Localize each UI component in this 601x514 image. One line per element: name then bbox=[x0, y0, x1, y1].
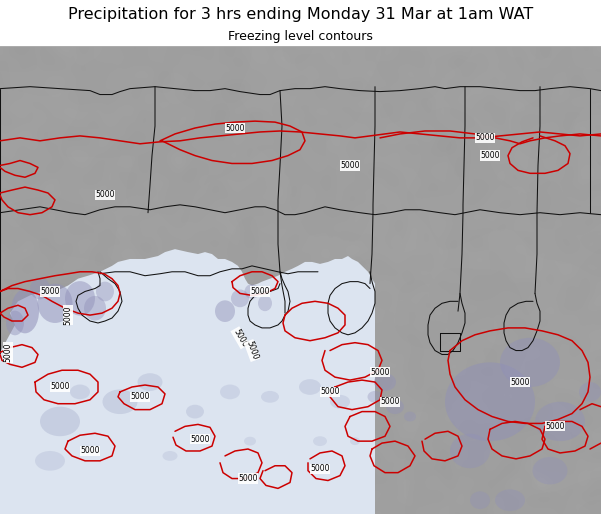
Text: 5000: 5000 bbox=[225, 123, 245, 133]
Ellipse shape bbox=[258, 296, 272, 311]
Text: 5000: 5000 bbox=[191, 435, 210, 444]
Ellipse shape bbox=[261, 391, 279, 403]
Ellipse shape bbox=[330, 395, 350, 409]
Text: 5000: 5000 bbox=[320, 388, 340, 396]
Ellipse shape bbox=[186, 405, 204, 418]
Text: 5000: 5000 bbox=[81, 447, 100, 455]
Ellipse shape bbox=[470, 491, 490, 509]
Ellipse shape bbox=[404, 412, 416, 421]
Text: 5000: 5000 bbox=[50, 382, 70, 392]
Polygon shape bbox=[0, 249, 375, 514]
Text: 5000: 5000 bbox=[238, 474, 258, 483]
Text: 5000: 5000 bbox=[370, 368, 390, 377]
Text: 5000: 5000 bbox=[40, 287, 59, 296]
Ellipse shape bbox=[350, 437, 360, 445]
Ellipse shape bbox=[245, 284, 260, 299]
Text: Freezing level contours: Freezing level contours bbox=[228, 30, 373, 43]
Text: 5000: 5000 bbox=[380, 397, 400, 406]
Ellipse shape bbox=[231, 289, 249, 307]
Ellipse shape bbox=[138, 373, 162, 391]
Ellipse shape bbox=[220, 384, 240, 399]
Text: 5000: 5000 bbox=[510, 378, 529, 387]
Ellipse shape bbox=[386, 399, 404, 414]
Ellipse shape bbox=[500, 338, 560, 387]
Ellipse shape bbox=[65, 281, 95, 316]
Ellipse shape bbox=[84, 296, 106, 321]
Ellipse shape bbox=[40, 407, 80, 436]
Text: 5000: 5000 bbox=[545, 422, 565, 431]
Ellipse shape bbox=[6, 310, 24, 335]
Ellipse shape bbox=[367, 391, 382, 403]
Text: 5000: 5000 bbox=[340, 161, 360, 170]
Text: 5000: 5000 bbox=[64, 305, 73, 325]
Ellipse shape bbox=[374, 373, 396, 391]
Ellipse shape bbox=[215, 300, 235, 322]
Ellipse shape bbox=[103, 390, 138, 414]
Text: 5000: 5000 bbox=[4, 343, 13, 362]
Ellipse shape bbox=[579, 382, 601, 402]
Ellipse shape bbox=[11, 289, 39, 333]
Ellipse shape bbox=[96, 282, 114, 301]
Ellipse shape bbox=[445, 362, 535, 441]
Text: 5000: 5000 bbox=[475, 133, 495, 142]
Ellipse shape bbox=[299, 379, 321, 395]
Text: 5000: 5000 bbox=[231, 327, 249, 348]
Ellipse shape bbox=[37, 284, 73, 323]
Ellipse shape bbox=[70, 384, 90, 399]
Ellipse shape bbox=[450, 434, 490, 468]
Text: 5000: 5000 bbox=[95, 191, 115, 199]
Text: 5000: 5000 bbox=[130, 392, 150, 401]
Ellipse shape bbox=[162, 451, 177, 461]
Ellipse shape bbox=[313, 436, 327, 446]
Text: 5000: 5000 bbox=[310, 464, 330, 473]
Ellipse shape bbox=[35, 451, 65, 471]
Text: Precipitation for 3 hrs ending Monday 31 Mar at 1am WAT: Precipitation for 3 hrs ending Monday 31… bbox=[68, 7, 533, 22]
Text: 5000: 5000 bbox=[250, 287, 270, 296]
Ellipse shape bbox=[244, 437, 256, 446]
Ellipse shape bbox=[535, 402, 585, 441]
Text: 5000: 5000 bbox=[480, 151, 500, 160]
Text: 5000: 5000 bbox=[245, 340, 260, 361]
Ellipse shape bbox=[532, 457, 567, 485]
Ellipse shape bbox=[495, 489, 525, 511]
Ellipse shape bbox=[30, 278, 50, 299]
